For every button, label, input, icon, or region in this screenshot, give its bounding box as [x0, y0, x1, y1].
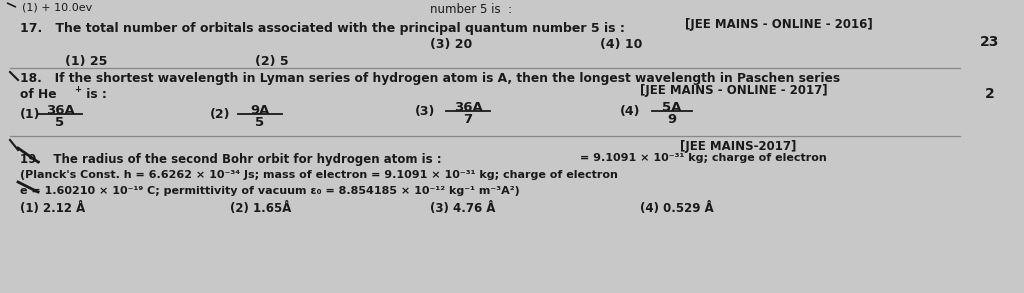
Text: +: +: [74, 85, 81, 94]
Text: 9: 9: [668, 113, 677, 126]
Text: (4) 0.529 Å: (4) 0.529 Å: [640, 202, 714, 215]
Text: (3): (3): [415, 105, 435, 118]
Text: (2): (2): [210, 108, 230, 121]
Text: number 5 is  :: number 5 is :: [430, 3, 512, 16]
Text: 7: 7: [464, 113, 472, 126]
Text: 5: 5: [255, 116, 264, 129]
Text: 2: 2: [985, 87, 994, 101]
Text: (Planck's Const. h = 6.6262 × 10⁻³⁴ Js; mass of electron = 9.1091 × 10⁻³¹ kg; ch: (Planck's Const. h = 6.6262 × 10⁻³⁴ Js; …: [20, 170, 617, 180]
Text: = 9.1091 × 10⁻³¹ kg; charge of electron: = 9.1091 × 10⁻³¹ kg; charge of electron: [580, 153, 826, 163]
Text: 18.   If the shortest wavelength in Lyman series of hydrogen atom is A, then the: 18. If the shortest wavelength in Lyman …: [20, 72, 840, 85]
Text: (4): (4): [620, 105, 640, 118]
Text: 19.   The radius of the second Bohr orbit for hydrogen atom is :: 19. The radius of the second Bohr orbit …: [20, 153, 441, 166]
Text: 17.   The total number of orbitals associated with the principal quantum number : 17. The total number of orbitals associa…: [20, 22, 625, 35]
Text: is :: is :: [82, 88, 106, 101]
Text: (1): (1): [20, 108, 41, 121]
Text: (2) 5: (2) 5: [255, 55, 289, 68]
Text: e = 1.60210 × 10⁻¹⁹ C; permittivity of vacuum ε₀ = 8.854185 × 10⁻¹² kg⁻¹ m⁻³A²): e = 1.60210 × 10⁻¹⁹ C; permittivity of v…: [20, 186, 520, 196]
Text: [JEE MAINS - ONLINE - 2017]: [JEE MAINS - ONLINE - 2017]: [640, 84, 827, 97]
Text: (1) + 10.0ev: (1) + 10.0ev: [22, 3, 92, 13]
Text: (4) 10: (4) 10: [600, 38, 642, 51]
Text: 5A: 5A: [663, 101, 682, 114]
Text: (3) 4.76 Å: (3) 4.76 Å: [430, 202, 496, 215]
Text: [JEE MAINS - ONLINE - 2016]: [JEE MAINS - ONLINE - 2016]: [685, 18, 872, 31]
Text: (3) 20: (3) 20: [430, 38, 472, 51]
Text: 5: 5: [55, 116, 65, 129]
Text: (2) 1.65Å: (2) 1.65Å: [230, 202, 291, 215]
Text: 9A: 9A: [250, 104, 269, 117]
Text: 23: 23: [980, 35, 999, 49]
Text: [JEE MAINS-2017]: [JEE MAINS-2017]: [680, 140, 797, 153]
Text: (1) 25: (1) 25: [65, 55, 108, 68]
Text: 36A: 36A: [454, 101, 482, 114]
Text: (1) 2.12 Å: (1) 2.12 Å: [20, 202, 85, 215]
Text: of He: of He: [20, 88, 56, 101]
Text: 36A: 36A: [46, 104, 75, 117]
